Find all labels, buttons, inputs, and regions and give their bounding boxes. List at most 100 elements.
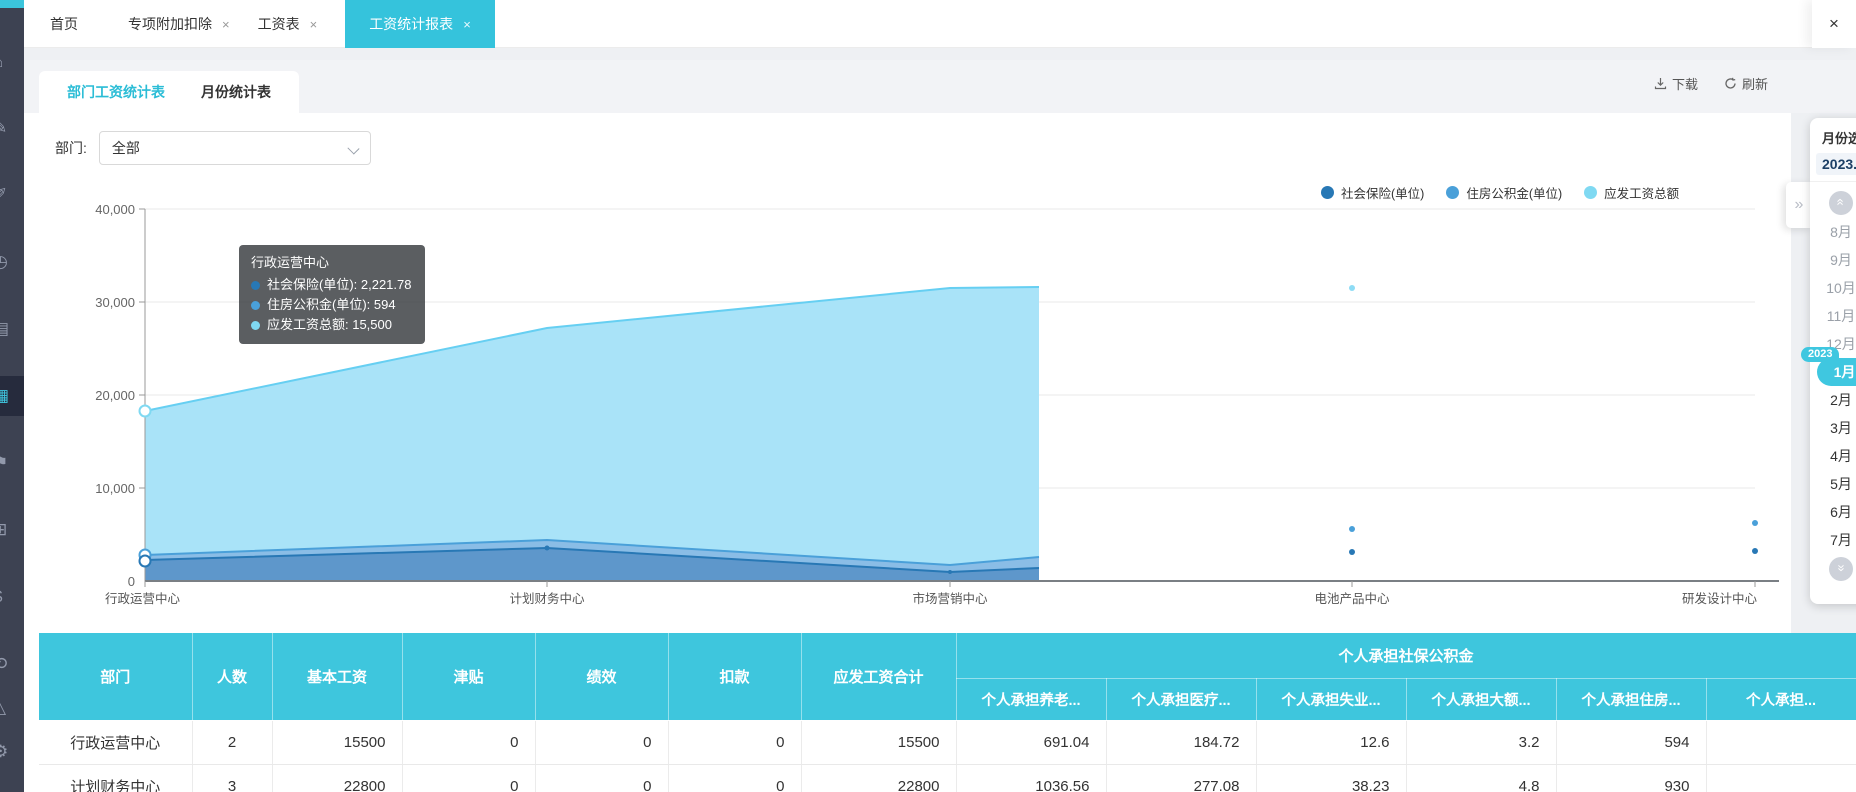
cell: 184.72	[1106, 720, 1257, 765]
tab-department-payroll[interactable]: 部门工资统计表	[67, 84, 165, 100]
cell: 1036.56	[956, 764, 1107, 792]
report-icon[interactable]: ▦	[0, 376, 24, 416]
close-icon[interactable]: ×	[309, 17, 318, 32]
cell: 4.8	[1406, 764, 1557, 792]
left-sidebar: ⌂ ✎ ✐ ◷ ▤ ▦ ⚑ ⊞ $ ⟲ △ ⚙	[0, 0, 24, 792]
month-item[interactable]: 10月	[1826, 280, 1856, 296]
y-tick: 20,000	[95, 388, 135, 403]
close-icon[interactable]: ×	[222, 17, 230, 32]
tab-label: 专项附加扣除	[128, 16, 212, 32]
subtab-strip: 部门工资统计表 月份统计表 下载 刷新	[24, 60, 1856, 113]
refresh-button[interactable]: 刷新	[1724, 74, 1768, 93]
area-social-insurance	[145, 548, 1039, 581]
table-row: 行政运营中心 2 15500 0 0 0 15500 691.04 184.72…	[39, 720, 1856, 765]
month-item[interactable]: 2月	[1830, 392, 1852, 408]
collapse-panel-button[interactable]: »	[1786, 182, 1812, 228]
money-icon[interactable]: $	[0, 577, 24, 617]
legend-label: 应发工资总额	[1604, 187, 1680, 201]
cell: 12.6	[1256, 720, 1407, 765]
x-label: 计划财务中心	[509, 591, 585, 606]
sync-icon[interactable]: ⟲	[0, 654, 8, 673]
close-all-tabs-button[interactable]: ×	[1812, 0, 1856, 48]
month-item-selected[interactable]: 1月	[1817, 358, 1856, 386]
month-item[interactable]: 6月	[1830, 504, 1852, 520]
month-item[interactable]: 9月	[1830, 252, 1852, 268]
flag-icon[interactable]: ⚑	[0, 453, 9, 472]
payroll-area-chart[interactable]: 社会保险(单位) 住房公积金(单位) 应发工资总额	[39, 183, 1801, 628]
month-item[interactable]: 8月	[1830, 224, 1852, 240]
month-item[interactable]: 5月	[1830, 476, 1852, 492]
y-tick: 10,000	[95, 481, 135, 496]
dot-housing-fund-battery	[1349, 526, 1355, 532]
cloud-icon[interactable]: △	[0, 688, 24, 728]
settings-icon[interactable]: ⚙	[0, 742, 9, 761]
x-label: 电池产品中心	[1314, 591, 1390, 606]
cell: 15500	[272, 720, 403, 765]
department-select[interactable]: 全部	[98, 131, 371, 165]
cell-department: 行政运营中心	[39, 720, 193, 765]
scroll-up-icon[interactable]: «	[1829, 191, 1853, 215]
month-item[interactable]: 3月	[1830, 420, 1852, 436]
content-card: 部门: 全部 社会保险(单位) 住房公积金(单位) 应发工资总额	[24, 113, 1856, 792]
user-icon[interactable]: ✎	[0, 118, 8, 137]
cell: 15500	[801, 720, 957, 765]
dot-gross-pay-battery	[1349, 285, 1355, 291]
legend-label: 住房公积金(单位)	[1466, 187, 1563, 201]
month-list: « 8月 9月 10月 11月 12月 2023 1月 2月 3月 4月 5月 …	[1801, 181, 1856, 581]
col-header-other: 个人承担...	[1706, 678, 1856, 721]
download-icon	[1654, 77, 1667, 90]
legend-label: 社会保险(单位)	[1341, 187, 1425, 201]
cell: 594	[1556, 720, 1707, 765]
chart-legend: 社会保险(单位) 住房公积金(单位) 应发工资总额	[1321, 183, 1679, 202]
month-item[interactable]: 4月	[1830, 448, 1852, 464]
close-icon[interactable]: ×	[463, 17, 471, 32]
cell	[1706, 720, 1856, 765]
tab-special-deduction[interactable]: 专项附加扣除 ×	[114, 0, 244, 48]
cell: 0	[402, 764, 536, 792]
refresh-label: 刷新	[1741, 77, 1768, 92]
month-item[interactable]: 7月	[1830, 532, 1852, 548]
marker-social-insurance	[138, 554, 152, 568]
legend-social-insurance[interactable]: 社会保险(单位)	[1321, 183, 1424, 202]
tab-month-summary[interactable]: 月份统计表	[201, 84, 271, 100]
col-header-supplement: 个人承担大额...	[1406, 678, 1557, 721]
legend-dot-icon	[1446, 186, 1460, 199]
col-header-unemployment: 个人承担失业...	[1256, 678, 1407, 721]
book-icon[interactable]: ▤	[0, 319, 10, 338]
clock-icon[interactable]: ◷	[0, 252, 8, 271]
home-icon[interactable]: ⌂	[0, 42, 24, 82]
cell: 38.23	[1256, 764, 1407, 792]
tab-payroll[interactable]: 工资表 ×	[244, 0, 332, 48]
col-header-deduction: 扣款	[668, 633, 802, 721]
x-label: 市场营销中心	[912, 591, 988, 606]
legend-gross-pay[interactable]: 应发工资总额	[1584, 183, 1679, 202]
cell: 0	[668, 720, 802, 765]
month-item[interactable]: 11月	[1826, 308, 1856, 324]
col-header-gross-total: 应发工资合计	[801, 633, 957, 721]
current-period[interactable]: 2023.01	[1816, 153, 1856, 175]
month-panel-title: 月份选择	[1822, 131, 1856, 146]
col-header-performance: 绩效	[535, 633, 669, 721]
area-gross-pay	[145, 287, 1039, 581]
col-header-medical: 个人承担医疗...	[1106, 678, 1257, 721]
legend-housing-fund[interactable]: 住房公积金(单位)	[1446, 183, 1562, 202]
scroll-down-icon[interactable]: «	[1829, 557, 1853, 581]
cell: 930	[1556, 764, 1707, 792]
cell: 0	[402, 720, 536, 765]
cell	[1706, 764, 1856, 792]
edit-icon[interactable]: ✐	[0, 185, 8, 204]
tab-payroll-report[interactable]: 工资统计报表 ×	[345, 0, 495, 48]
tab-home[interactable]: 首页	[50, 16, 78, 32]
chevron-down-icon	[347, 142, 360, 155]
dot-social-insurance-rd	[1752, 548, 1758, 554]
download-button[interactable]: 下载	[1654, 74, 1698, 93]
refresh-icon	[1724, 77, 1737, 90]
payroll-table: 部门 人数 基本工资 津贴 绩效 扣款 应发工资合计 个人承担社保公积金 个人承…	[39, 633, 1856, 792]
panel-icon[interactable]: ⊞	[0, 520, 8, 539]
department-filter-label: 部门:	[55, 140, 87, 156]
chart-canvas[interactable]: 40,000 30,000 20,000 10,000 0 行政运营中心 计划财…	[39, 183, 1801, 628]
col-header-housing: 个人承担住房...	[1556, 678, 1707, 721]
tab-bar: 首页 专项附加扣除 × 工资表 × 工资统计报表 × ×	[24, 0, 1856, 48]
y-tick: 40,000	[95, 202, 135, 217]
cell-department: 计划财务中心	[39, 764, 193, 792]
